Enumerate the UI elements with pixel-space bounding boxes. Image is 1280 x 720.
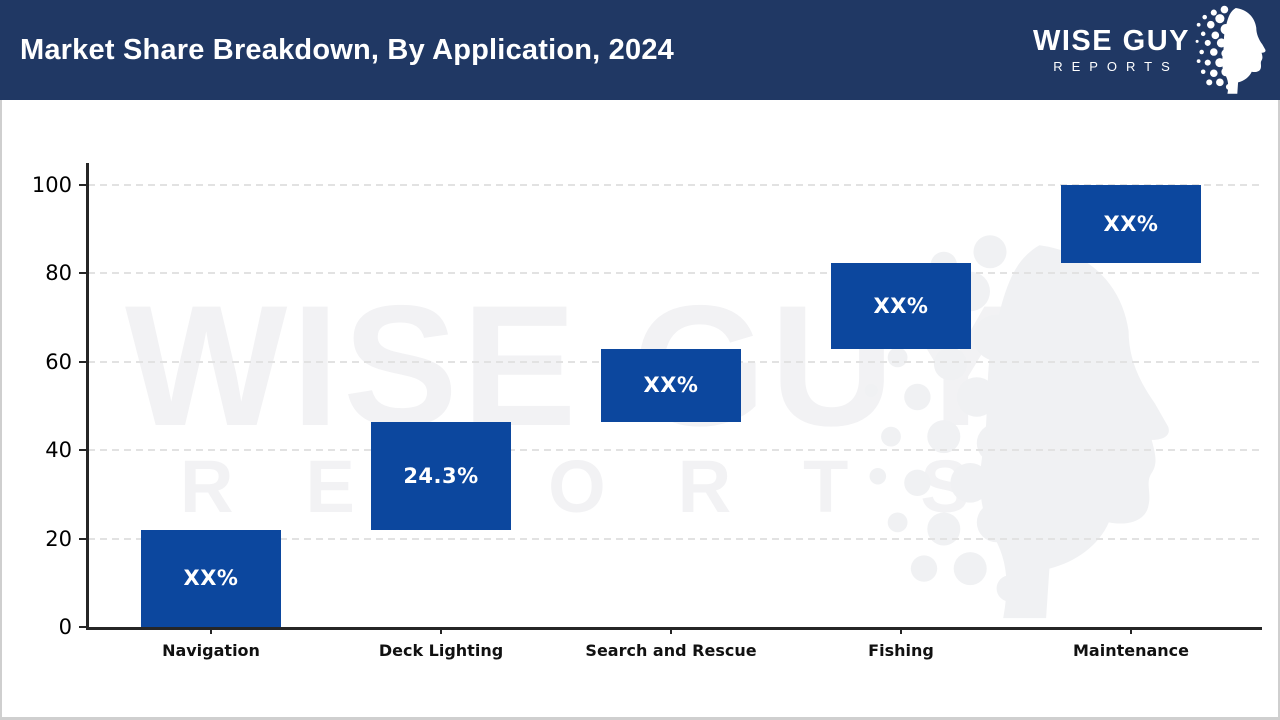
page-border-right <box>1278 100 1280 720</box>
x-axis-tick-mark <box>670 627 672 634</box>
bar-deck-lighting: 24.3% <box>371 422 511 530</box>
logo-text-reports: REPORTS <box>1053 59 1179 74</box>
x-axis-tick-mark <box>1130 627 1132 634</box>
bar-maintenance: XX% <box>1061 185 1201 264</box>
x-axis-category-label-deck-lighting: Deck Lighting <box>378 641 504 660</box>
x-axis-category-label-search-and-rescue: Search and Rescue <box>585 641 757 660</box>
y-axis-tick-mark <box>79 272 88 275</box>
bar-value-label-search-and-rescue: XX% <box>643 373 699 398</box>
y-axis-tick-label: 20 <box>45 526 72 551</box>
x-axis-category-label-maintenance: Maintenance <box>1072 641 1189 660</box>
y-axis-tick-mark <box>79 360 88 363</box>
gridline-100 <box>88 184 1262 186</box>
bar-value-label-navigation: XX% <box>183 566 239 591</box>
gridline-80 <box>88 272 1262 275</box>
bar-search-and-rescue: XX% <box>601 348 741 423</box>
bar-value-label-maintenance: XX% <box>1103 212 1159 237</box>
y-axis-tick-mark <box>79 184 88 186</box>
x-axis-category-label-fishing: Fishing <box>868 641 934 660</box>
y-axis-line <box>86 163 89 630</box>
y-axis-tick-mark <box>79 626 88 628</box>
chart-title: Market Share Breakdown, By Application, … <box>20 33 674 66</box>
y-axis-tick-label: 100 <box>31 173 72 197</box>
bar-fishing: XX% <box>831 263 971 349</box>
logo-text-wise-guy: WISE GUY <box>1032 25 1190 57</box>
gridline-40 <box>88 449 1262 452</box>
x-axis-tick-mark <box>210 627 212 634</box>
page-border-left <box>0 100 2 720</box>
y-axis-tick-label: 80 <box>45 261 72 286</box>
x-axis-tick-mark <box>900 627 902 634</box>
y-axis-tick-mark <box>79 537 88 540</box>
header: Market Share Breakdown, By Application, … <box>0 0 1280 100</box>
chart-area: WISE GUY REPORTS 0 20 40 60 80 100 XX% Navigati… <box>0 100 1280 720</box>
y-axis-tick-label: 0 <box>58 615 72 639</box>
bar-value-label-fishing: XX% <box>873 293 929 318</box>
gridline-20 <box>88 537 1262 540</box>
y-axis-tick-label: 60 <box>45 349 72 374</box>
wise-guy-reports-logo: WISE GUY REPORTS <box>1033 4 1270 96</box>
y-axis-tick-label: 40 <box>45 438 72 463</box>
logo-wordmark: WISE GUY REPORTS <box>1032 25 1190 74</box>
bar-navigation: XX% <box>141 529 281 627</box>
x-axis-category-label-navigation: Navigation <box>162 641 260 660</box>
bar-value-label-deck-lighting: 24.3% <box>403 464 479 489</box>
x-axis-line <box>86 627 1262 630</box>
y-axis-tick-mark <box>79 449 88 452</box>
x-axis-tick-mark <box>440 627 442 634</box>
page-border-bottom <box>0 717 1280 720</box>
